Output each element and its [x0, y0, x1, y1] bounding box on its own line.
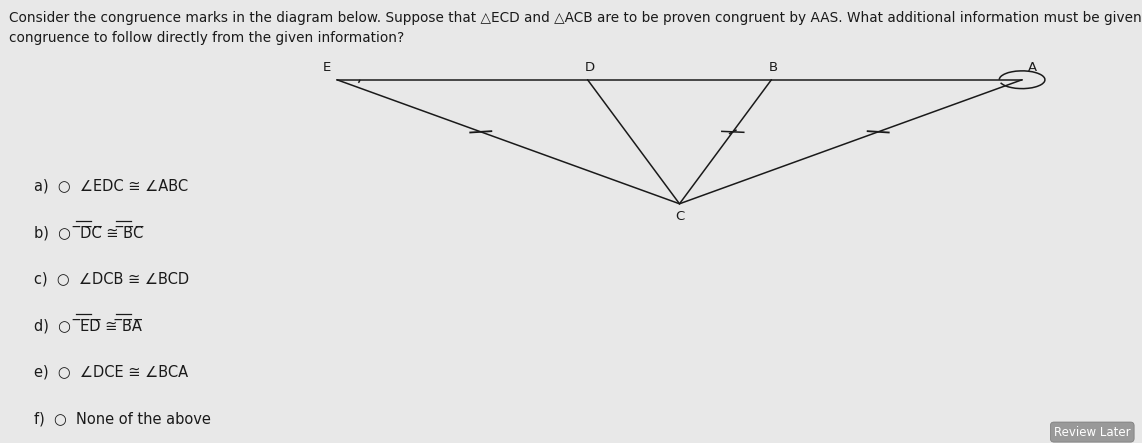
Text: c)  ○  ∠DCB ≅ ∠BCD: c) ○ ∠DCB ≅ ∠BCD: [34, 272, 190, 287]
Text: f)  ○  None of the above: f) ○ None of the above: [34, 411, 211, 426]
Text: a)  ○  ∠EDC ≅ ∠ABC: a) ○ ∠EDC ≅ ∠ABC: [34, 179, 188, 194]
Text: Review Later: Review Later: [1054, 426, 1131, 439]
Text: e)  ○  ∠DCE ≅ ∠BCA: e) ○ ∠DCE ≅ ∠BCA: [34, 365, 188, 380]
Text: C: C: [675, 210, 684, 223]
Text: E: E: [323, 62, 331, 74]
Text: d)  ○  ̅E̅D̅ ≅ ̅B̅A̅: d) ○ ̅E̅D̅ ≅ ̅B̅A̅: [34, 318, 142, 333]
Text: A: A: [1028, 62, 1037, 74]
Text: congruence to follow directly from the given information?: congruence to follow directly from the g…: [9, 31, 404, 45]
Text: Consider the congruence marks in the diagram below. Suppose that △ECD and △ACB a: Consider the congruence marks in the dia…: [9, 11, 1142, 25]
Text: B: B: [769, 62, 778, 74]
Text: b)  ○  ̅D̅C̅ ≅ ̅B̅C̅: b) ○ ̅D̅C̅ ≅ ̅B̅C̅: [34, 225, 144, 240]
Text: D: D: [585, 62, 595, 74]
